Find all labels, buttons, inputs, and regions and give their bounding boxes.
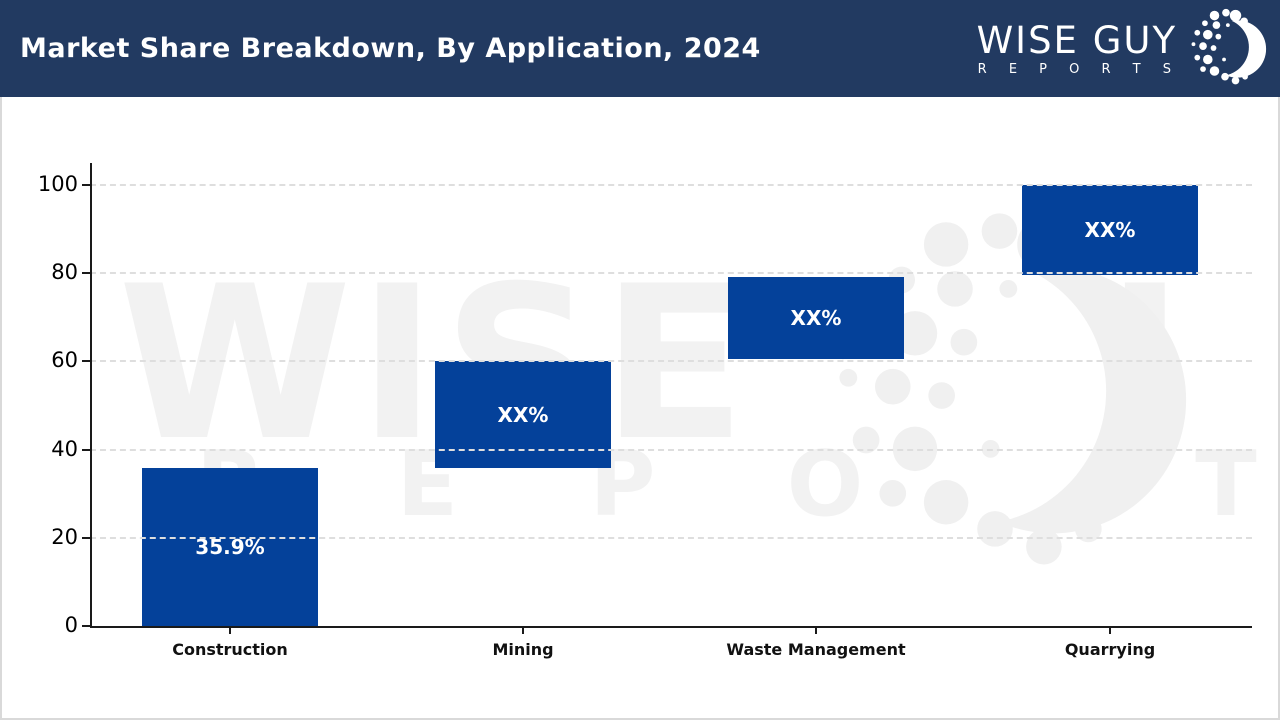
- y-tick-label: 40: [51, 436, 78, 461]
- brand-subname: R E P O R T S: [977, 62, 1180, 77]
- x-tick-mark: [1109, 628, 1111, 634]
- page-border-bottom: [0, 718, 1280, 720]
- y-axis-line: [90, 163, 92, 628]
- x-category-label: Construction: [172, 640, 288, 659]
- gridline-100: [90, 184, 1252, 187]
- brand-name: WISE GUY: [976, 19, 1178, 62]
- y-tick-mark: [82, 448, 90, 451]
- bar-value-label: XX%: [497, 402, 549, 427]
- y-tick-mark: [82, 272, 90, 275]
- bar-construction: 35.9%: [142, 467, 318, 626]
- y-tick-label: 0: [64, 613, 78, 637]
- y-tick-mark: [82, 625, 90, 627]
- gridline-60: [90, 360, 1252, 363]
- y-tick-mark: [82, 360, 90, 363]
- page-border-right: [1278, 97, 1280, 720]
- page-border-left: [0, 97, 2, 720]
- y-tick-label: 80: [51, 260, 78, 285]
- bar-value-label: XX%: [790, 306, 842, 331]
- gridline-40: [90, 448, 1252, 451]
- x-axis-line: [90, 626, 1252, 628]
- page-title: Market Share Breakdown, By Application, …: [20, 33, 761, 64]
- y-tick-label: 60: [51, 348, 78, 373]
- bar-quarrying: XX%: [1022, 185, 1198, 276]
- bar-value-label: 35.9%: [195, 534, 265, 559]
- brand-logo: WISE GUY R E P O R T S: [974, 6, 1268, 92]
- bar-mining: XX%: [435, 361, 611, 468]
- brand-logo-text: WISE GUY R E P O R T S: [974, 22, 1180, 76]
- x-tick-mark: [815, 628, 817, 634]
- gridline-20: [90, 536, 1252, 539]
- x-tick-mark: [522, 628, 524, 634]
- y-tick-label: 20: [51, 524, 78, 549]
- x-tick-mark: [229, 628, 231, 634]
- y-tick-mark: [82, 184, 90, 187]
- brand-head-icon: [1191, 8, 1267, 85]
- x-category-label: Quarrying: [1064, 640, 1156, 659]
- x-category-label: Waste Management: [726, 640, 906, 659]
- x-category-label: Mining: [492, 640, 554, 659]
- y-tick-mark: [82, 536, 90, 539]
- bar-waste-management: XX%: [728, 277, 904, 360]
- bar-value-label: XX%: [1084, 218, 1136, 243]
- gridline-80: [90, 272, 1252, 275]
- y-tick-label: 100: [37, 172, 78, 197]
- header-bar: Market Share Breakdown, By Application, …: [0, 0, 1280, 97]
